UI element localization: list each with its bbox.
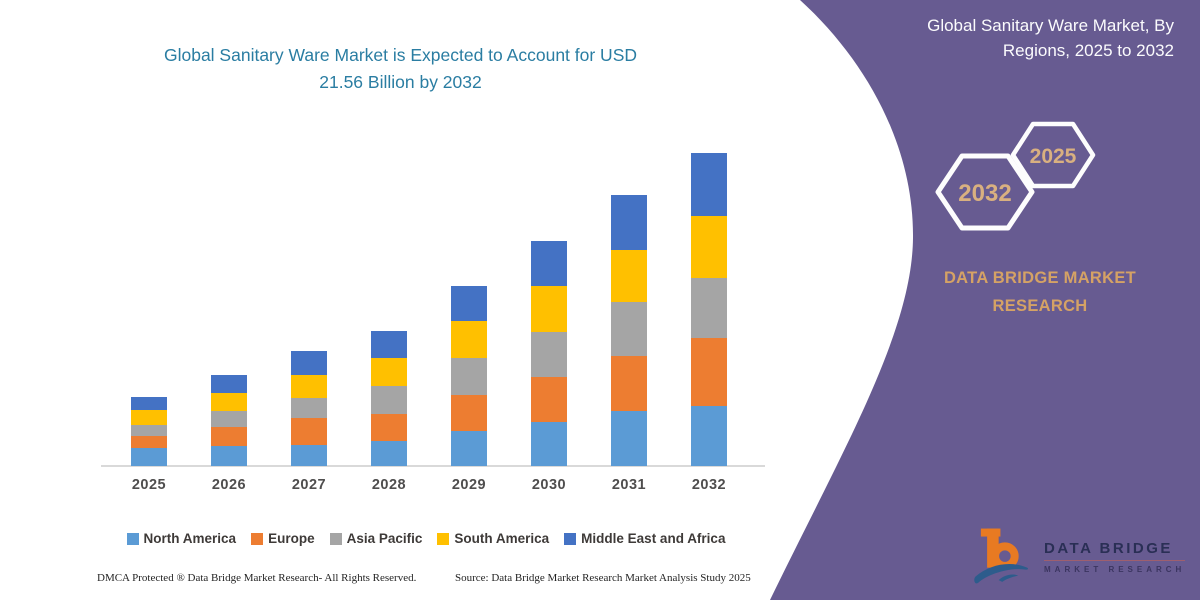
bar-2029 xyxy=(451,286,487,466)
bar-segment-2028-asia-pacific xyxy=(371,385,407,414)
brand-text-line1: DATA BRIDGE MARKET xyxy=(943,269,1137,287)
bar-segment-2025-asia-pacific xyxy=(131,424,167,436)
x-label-2026: 2026 xyxy=(211,477,247,493)
bar-2028 xyxy=(371,330,407,466)
bar-segment-2025-south-america xyxy=(131,409,167,425)
bar-segment-2030-south-america xyxy=(531,286,567,333)
bar-2032 xyxy=(691,153,727,466)
legend-item-south-america: South America xyxy=(437,531,549,546)
bar-segment-2028-north-america xyxy=(371,440,407,466)
bar-segment-2032-north-america xyxy=(691,405,727,466)
legend-item-asia-pacific: Asia Pacific xyxy=(329,531,423,546)
brand-text-line2: RESEARCH xyxy=(992,297,1088,316)
logo-tagline: MARKET RESEARCH xyxy=(1044,565,1186,574)
bar-segment-2026-europe xyxy=(211,427,247,446)
hexagon-2032-outline xyxy=(935,153,1035,231)
legend-label: North America xyxy=(143,531,237,546)
legend-item-north-america: North America xyxy=(126,531,237,546)
bar-segment-2031-asia-pacific xyxy=(611,302,647,356)
bar-2027 xyxy=(291,351,327,466)
logo-name: DATA BRIDGE xyxy=(1044,540,1186,561)
bar-segment-2027-middle-east-and-africa xyxy=(291,351,327,375)
x-label-2027: 2027 xyxy=(291,477,327,493)
chart-title-line1: Global Sanitary Ware Market is Expected … xyxy=(163,45,638,65)
bar-2031 xyxy=(611,194,647,466)
side-panel-title: Global Sanitary Ware Market, By Regions,… xyxy=(844,14,1174,63)
bar-2030 xyxy=(531,240,567,466)
bar-segment-2032-asia-pacific xyxy=(691,278,727,339)
bar-segment-2032-europe xyxy=(691,338,727,406)
x-label-2029: 2029 xyxy=(451,477,487,493)
bar-segment-2026-asia-pacific xyxy=(211,411,247,428)
hexagon-2032-label: 2032 xyxy=(958,180,1011,207)
bar-segment-2027-asia-pacific xyxy=(291,397,327,418)
bar-segment-2026-south-america xyxy=(211,393,247,412)
bar-segment-2027-south-america xyxy=(291,374,327,398)
hexagon-2032: 2032 xyxy=(935,153,1035,231)
stacked-bar-plot xyxy=(101,138,765,467)
x-label-2031: 2031 xyxy=(611,477,647,493)
data-bridge-logo-icon xyxy=(974,528,1028,584)
bar-segment-2025-middle-east-and-africa xyxy=(131,397,167,410)
hexagon-2025-label: 2025 xyxy=(1030,145,1077,168)
bar-segment-2029-asia-pacific xyxy=(451,358,487,396)
x-label-2030: 2030 xyxy=(531,477,567,493)
bar-segment-2030-asia-pacific xyxy=(531,332,567,377)
dmca-footer-text: DMCA Protected ® Data Bridge Market Rese… xyxy=(97,572,417,584)
bar-2025 xyxy=(131,397,167,466)
logo-wordmark: DATA BRIDGE MARKET RESEARCH xyxy=(1044,540,1186,574)
legend-label: South America xyxy=(454,531,550,546)
side-panel-title-line1: Global Sanitary Ware Market, By xyxy=(927,16,1174,35)
bar-segment-2026-north-america xyxy=(211,445,247,466)
bar-segment-2032-middle-east-and-africa xyxy=(691,153,727,216)
bar-segment-2026-middle-east-and-africa xyxy=(211,374,247,394)
x-axis-line xyxy=(101,465,765,467)
legend-swatch-icon xyxy=(564,532,577,545)
source-footer-text: Source: Data Bridge Market Research Mark… xyxy=(455,572,751,584)
brand-text: DATA BRIDGE MARKET RESEARCH xyxy=(915,264,1165,320)
x-axis-labels: 2025 2026 2027 2028 2029 2030 2031 2032 xyxy=(105,477,761,499)
legend-item-middle-east-and-africa: Middle East and Africa xyxy=(564,531,725,546)
legend-swatch-icon xyxy=(329,532,342,545)
bar-segment-2028-europe xyxy=(371,413,407,441)
legend-label: Europe xyxy=(268,531,315,546)
bar-segment-2027-north-america xyxy=(291,444,327,466)
legend-swatch-icon xyxy=(126,532,139,545)
bar-segment-2025-north-america xyxy=(131,448,167,466)
chart-title-line2: 21.56 Billion by 2032 xyxy=(319,72,482,93)
chart-title: Global Sanitary Ware Market is Expected … xyxy=(108,42,693,96)
bar-2026 xyxy=(211,374,247,466)
bar-segment-2025-europe xyxy=(131,435,167,449)
bar-segment-2030-europe xyxy=(531,376,567,423)
chart-legend: North America Europe Asia Pacific South Ame… xyxy=(88,531,764,546)
bar-segment-2030-north-america xyxy=(531,422,567,466)
bar-segment-2029-middle-east-and-africa xyxy=(451,286,487,321)
hexagon-2025: 2025 xyxy=(1010,121,1096,189)
bar-segment-2029-south-america xyxy=(451,320,487,358)
side-panel-title-line2: Regions, 2025 to 2032 xyxy=(1002,40,1174,60)
bar-segment-2032-south-america xyxy=(691,215,727,279)
x-label-2032: 2032 xyxy=(691,477,727,493)
bar-segment-2027-europe xyxy=(291,417,327,445)
x-label-2025: 2025 xyxy=(131,477,167,493)
bar-segment-2028-south-america xyxy=(371,357,407,386)
bar-segment-2028-middle-east-and-africa xyxy=(371,330,407,358)
legend-swatch-icon xyxy=(437,532,450,545)
bar-segment-2031-middle-east-and-africa xyxy=(611,194,647,250)
legend-label: Asia Pacific xyxy=(346,531,423,546)
x-label-2028: 2028 xyxy=(371,477,407,493)
hexagon-2025-outline xyxy=(1010,121,1096,189)
bar-segment-2031-south-america xyxy=(611,249,647,303)
bar-segment-2029-europe xyxy=(451,395,487,431)
bar-segment-2031-europe xyxy=(611,355,647,412)
legend-item-europe: Europe xyxy=(251,531,315,546)
legend-label: Middle East and Africa xyxy=(581,531,726,546)
bar-segment-2030-middle-east-and-africa xyxy=(531,240,567,287)
bar-segment-2031-north-america xyxy=(611,411,647,466)
bar-segment-2029-north-america xyxy=(451,430,487,466)
data-bridge-logo: DATA BRIDGE MARKET RESEARCH xyxy=(972,523,1192,591)
legend-swatch-icon xyxy=(251,532,264,545)
